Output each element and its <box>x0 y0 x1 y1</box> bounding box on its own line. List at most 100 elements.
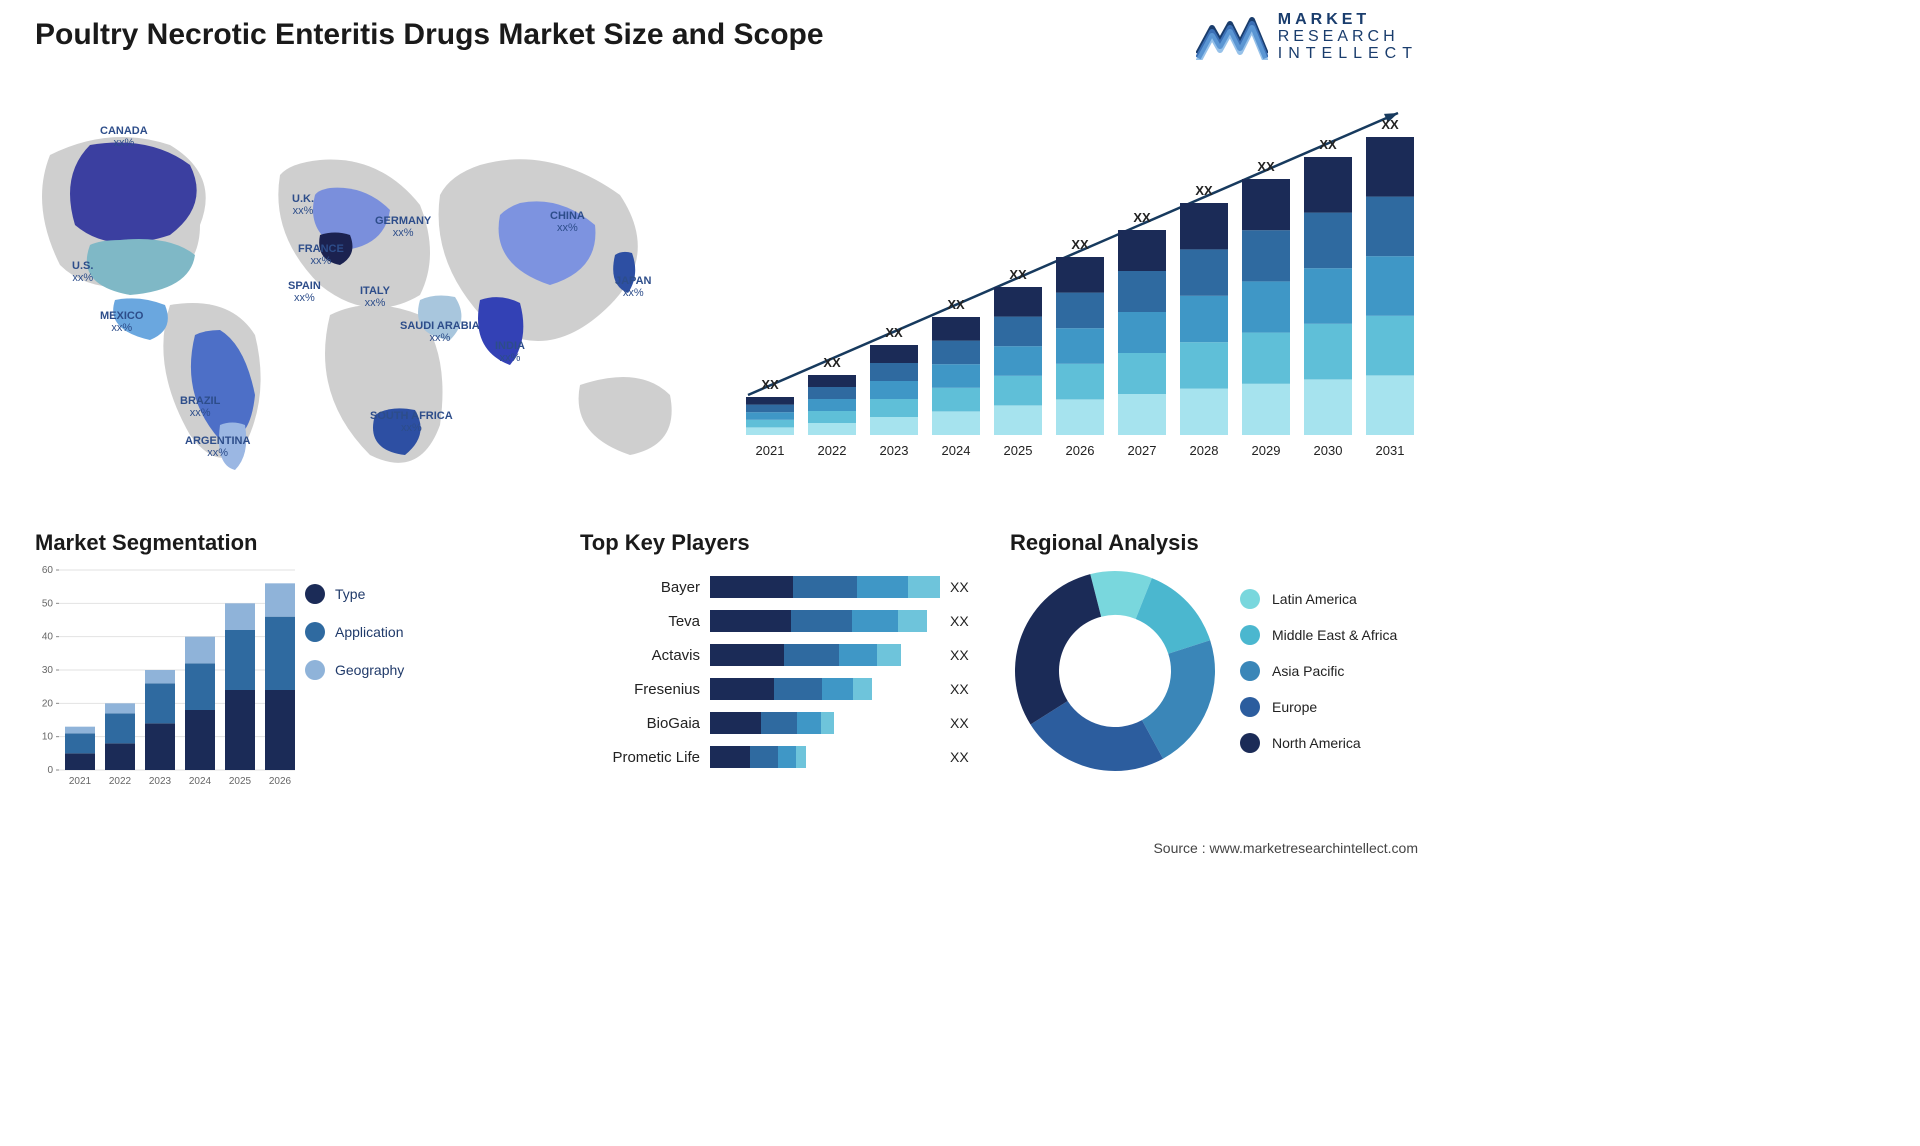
player-bar <box>710 746 806 768</box>
segmentation-legend-item: Application <box>305 622 404 642</box>
logo-line3: INTELLECT <box>1278 46 1418 63</box>
regional-legend-item: Middle East & Africa <box>1240 625 1397 645</box>
svg-text:XX: XX <box>1381 117 1399 132</box>
map-label: BRAZILxx% <box>180 395 220 419</box>
player-row: Actavis XX <box>580 638 990 672</box>
svg-text:40: 40 <box>42 632 54 643</box>
map-label: MEXICOxx% <box>100 310 143 334</box>
map-label: ITALYxx% <box>360 285 390 309</box>
player-value: XX <box>950 749 990 765</box>
logo-mark-icon <box>1196 14 1268 60</box>
player-name: Prometic Life <box>580 749 700 766</box>
svg-text:2024: 2024 <box>942 443 971 458</box>
svg-text:20: 20 <box>42 698 54 709</box>
player-bar <box>710 576 940 598</box>
svg-text:2030: 2030 <box>1314 443 1343 458</box>
svg-text:2021: 2021 <box>756 443 785 458</box>
segmentation-chart-svg: 0 10 20 30 40 50 60 2021 2022 2023 2024 2025 2026 <box>35 566 295 791</box>
regional-title: Regional Analysis <box>1010 530 1430 556</box>
svg-text:2022: 2022 <box>818 443 847 458</box>
svg-text:XX: XX <box>1133 210 1151 225</box>
player-value: XX <box>950 613 990 629</box>
player-name: Fresenius <box>580 681 700 698</box>
player-name: BioGaia <box>580 715 700 732</box>
svg-text:XX: XX <box>1319 137 1337 152</box>
map-label: U.K.xx% <box>292 193 314 217</box>
segmentation-legend: TypeApplicationGeography <box>305 584 404 680</box>
svg-text:XX: XX <box>823 355 841 370</box>
map-label: SOUTH AFRICAxx% <box>370 410 453 434</box>
map-label: SPAINxx% <box>288 280 321 304</box>
players-panel: Top Key Players Bayer XX Teva XX Actavis XX Fr… <box>580 530 990 774</box>
map-label: CANADAxx% <box>100 125 148 149</box>
regional-legend-item: Asia Pacific <box>1240 661 1397 681</box>
player-row: Prometic Life XX <box>580 740 990 774</box>
map-label: ARGENTINAxx% <box>185 435 250 459</box>
svg-text:2028: 2028 <box>1190 443 1219 458</box>
player-row: Teva XX <box>580 604 990 638</box>
map-label: U.S.xx% <box>72 260 93 284</box>
segmentation-title: Market Segmentation <box>35 530 435 556</box>
player-bar <box>710 678 872 700</box>
player-value: XX <box>950 681 990 697</box>
segmentation-chart: 0 10 20 30 40 50 60 2021 2022 2023 2024 2025 2026 Ty… <box>35 566 435 806</box>
brand-logo: MARKET RESEARCH INTELLECT <box>1196 12 1418 62</box>
page-title: Poultry Necrotic Enteritis Drugs Market … <box>35 18 824 52</box>
segmentation-panel: Market Segmentation 0 10 20 30 40 50 60 2021 202… <box>35 530 435 806</box>
svg-text:50: 50 <box>42 598 54 609</box>
svg-text:XX: XX <box>1009 267 1027 282</box>
svg-text:2031: 2031 <box>1376 443 1405 458</box>
svg-text:2025: 2025 <box>1004 443 1033 458</box>
regional-donut <box>1010 566 1220 776</box>
svg-text:2026: 2026 <box>269 776 292 787</box>
player-row: Bayer XX <box>580 570 990 604</box>
player-name: Teva <box>580 613 700 630</box>
svg-text:2025: 2025 <box>229 776 252 787</box>
growth-chart-svg: XX2021XX2022XX2023XX2024XX2025XX2026XX20… <box>738 95 1418 475</box>
player-row: BioGaia XX <box>580 706 990 740</box>
svg-text:10: 10 <box>42 732 54 743</box>
svg-text:XX: XX <box>761 377 779 392</box>
svg-text:XX: XX <box>885 325 903 340</box>
regional-legend-item: Europe <box>1240 697 1397 717</box>
regional-legend-item: North America <box>1240 733 1397 753</box>
player-bar <box>710 610 927 632</box>
svg-text:60: 60 <box>42 566 54 576</box>
players-rows: BayerXXTevaXXActavisXXFreseniusXXBioGaia… <box>580 570 990 774</box>
player-value: XX <box>950 579 990 595</box>
svg-text:2021: 2021 <box>69 776 92 787</box>
map-label: INDIAxx% <box>495 340 525 364</box>
player-bar <box>710 712 834 734</box>
player-bar <box>710 644 901 666</box>
svg-text:XX: XX <box>1257 159 1275 174</box>
player-name: Bayer <box>580 579 700 596</box>
map-label: SAUDI ARABIAxx% <box>400 320 480 344</box>
svg-text:30: 30 <box>42 665 54 676</box>
segmentation-legend-item: Type <box>305 584 404 604</box>
player-name: Actavis <box>580 647 700 664</box>
map-label: GERMANYxx% <box>375 215 431 239</box>
regional-legend: Latin America Middle East & Africa Asia Pa… <box>1240 589 1397 753</box>
player-value: XX <box>950 715 990 731</box>
map-label: FRANCExx% <box>298 243 344 267</box>
logo-text: MARKET RESEARCH INTELLECT <box>1278 12 1418 62</box>
svg-text:2022: 2022 <box>109 776 132 787</box>
map-label: JAPANxx% <box>615 275 651 299</box>
svg-text:XX: XX <box>947 297 965 312</box>
growth-chart: XX2021XX2022XX2023XX2024XX2025XX2026XX20… <box>738 95 1418 475</box>
player-value: XX <box>950 647 990 663</box>
svg-text:0: 0 <box>47 765 53 776</box>
source-label: Source : www.marketresearchintellect.com <box>1153 840 1418 856</box>
regional-panel: Regional Analysis Latin America Middle Ea… <box>1010 530 1430 776</box>
svg-text:2024: 2024 <box>189 776 212 787</box>
regional-legend-item: Latin America <box>1240 589 1397 609</box>
svg-text:2023: 2023 <box>149 776 172 787</box>
map-label: CHINAxx% <box>550 210 585 234</box>
world-map: CANADAxx% U.S.xx% MEXICOxx% BRAZILxx% ARGENT… <box>20 85 700 485</box>
logo-line1: MARKET <box>1278 12 1418 29</box>
logo-line2: RESEARCH <box>1278 29 1418 46</box>
svg-text:2029: 2029 <box>1252 443 1281 458</box>
svg-text:2027: 2027 <box>1128 443 1157 458</box>
players-title: Top Key Players <box>580 530 990 556</box>
svg-text:XX: XX <box>1195 183 1213 198</box>
